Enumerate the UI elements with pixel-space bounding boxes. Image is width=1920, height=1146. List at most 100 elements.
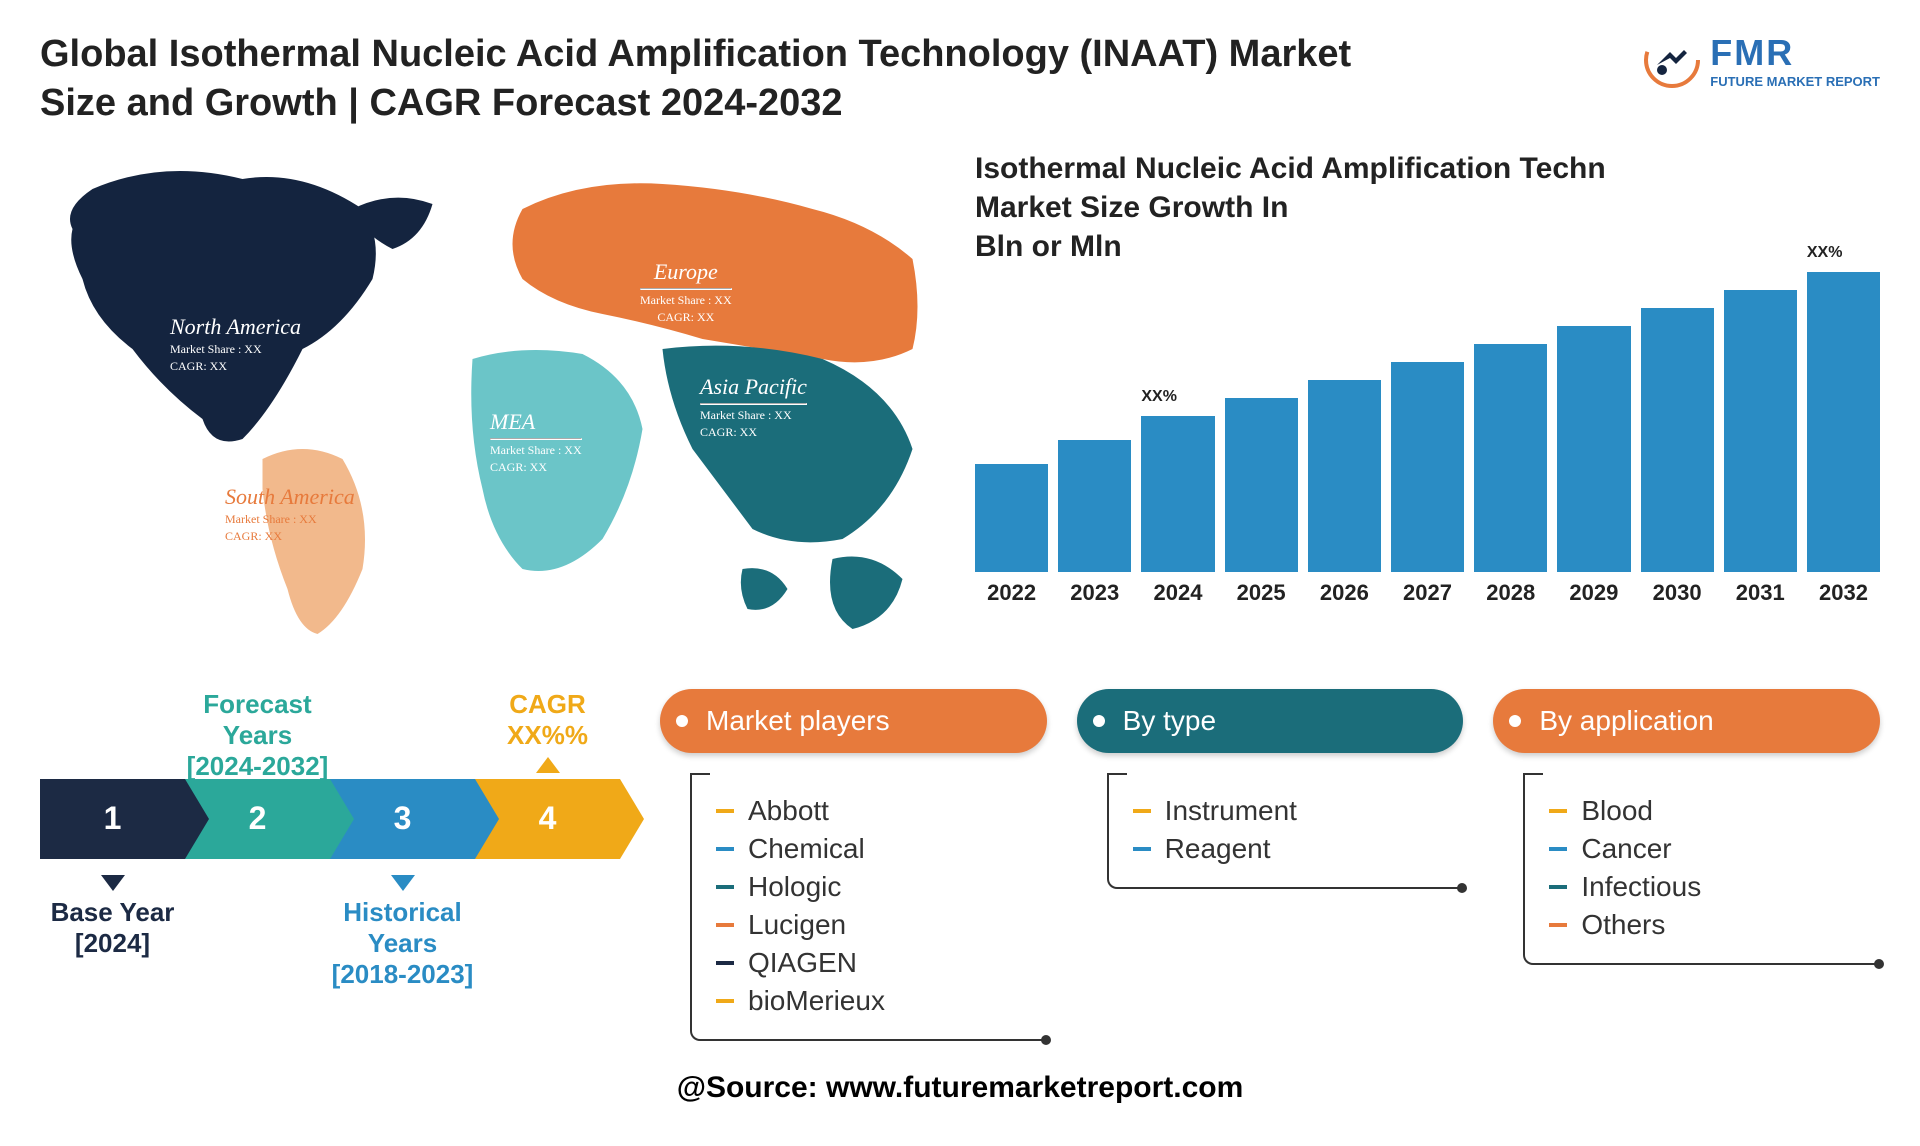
timeline-label-sub: XX%% xyxy=(475,720,620,751)
bar-rect xyxy=(1724,290,1797,572)
category-item-label: Blood xyxy=(1581,795,1653,827)
bar-year-label: 2030 xyxy=(1653,580,1702,606)
category-pill: By type xyxy=(1077,689,1464,753)
category-title: By type xyxy=(1123,705,1216,737)
bar-rect xyxy=(1474,344,1547,572)
timeline-label-title: Base Year xyxy=(40,897,185,928)
timeline-label-sub: [2024] xyxy=(40,928,185,959)
bullet-tick-icon xyxy=(1133,809,1151,813)
timeline-arrows: 1 2 3 4 xyxy=(40,779,620,859)
bar-2026: 2026 xyxy=(1308,380,1381,606)
bar-rect xyxy=(1058,440,1131,572)
category-column-1: By type Instrument Reagent xyxy=(1077,689,1464,1041)
chart-title: Isothermal Nucleic Acid Amplification Te… xyxy=(975,149,1880,266)
telescope-icon xyxy=(1642,30,1702,90)
pill-dot-icon xyxy=(676,715,688,727)
category-item-label: Cancer xyxy=(1581,833,1671,865)
bar-container: 2022 2023 XX% 2024 2025 2026 xyxy=(975,286,1880,606)
category-item: bioMerieux xyxy=(716,985,1047,1017)
page-title: Global Isothermal Nucleic Acid Amplifica… xyxy=(40,30,1351,129)
timeline-seg-number: 1 xyxy=(104,800,122,837)
logo-text-sub: FUTURE MARKET REPORT xyxy=(1710,74,1880,89)
bullet-tick-icon xyxy=(716,923,734,927)
bar-year-label: 2025 xyxy=(1237,580,1286,606)
bar-year-label: 2022 xyxy=(987,580,1036,606)
source-footer: @Source: www.futuremarketreport.com xyxy=(40,1071,1880,1105)
bar-2023: 2023 xyxy=(1058,440,1131,606)
category-item: Instrument xyxy=(1133,795,1464,827)
world-map: North America Market Share : XX CAGR: XX… xyxy=(40,149,945,649)
bar-rect xyxy=(1225,398,1298,572)
bar-2025: 2025 xyxy=(1225,398,1298,606)
label-mea: MEA Market Share : XX CAGR: XX xyxy=(490,409,582,475)
title-line-2: Size and Growth | CAGR Forecast 2024-203… xyxy=(40,82,843,124)
bar-rect xyxy=(1308,380,1381,572)
bullet-tick-icon xyxy=(1133,847,1151,851)
category-item: Chemical xyxy=(716,833,1047,865)
timeline-label-sub: [2024-2032] xyxy=(185,751,330,782)
category-item-label: Instrument xyxy=(1165,795,1297,827)
bar-value-label: XX% xyxy=(1141,388,1177,406)
bar-2024: XX% 2024 xyxy=(1141,416,1214,606)
pointer-down-icon xyxy=(101,875,125,891)
category-item-label: Hologic xyxy=(748,871,841,903)
timeline-seg-number: 3 xyxy=(394,800,412,837)
bar-2028: 2028 xyxy=(1474,344,1547,606)
category-item: Cancer xyxy=(1549,833,1880,865)
category-pill: By application xyxy=(1493,689,1880,753)
category-bracket: Blood Cancer Infectious Others xyxy=(1523,773,1880,965)
category-item: Abbott xyxy=(716,795,1047,827)
bar-rect xyxy=(1391,362,1464,572)
bar-year-label: 2024 xyxy=(1153,580,1202,606)
bar-year-label: 2023 xyxy=(1070,580,1119,606)
category-item-label: Lucigen xyxy=(748,909,846,941)
bar-rect xyxy=(1641,308,1714,572)
timeline: Forecast Years [2024-2032] CAGR XX%% 1 2… xyxy=(40,689,620,995)
bar-value-label: XX% xyxy=(1807,244,1843,262)
bullet-tick-icon xyxy=(1549,885,1567,889)
pointer-up-icon xyxy=(536,757,560,773)
pill-dot-icon xyxy=(1093,715,1105,727)
timeline-seg-1: 1 xyxy=(40,779,185,859)
timeline-label-title: CAGR xyxy=(475,689,620,720)
bar-rect xyxy=(1557,326,1630,572)
bullet-tick-icon xyxy=(716,961,734,965)
category-item-label: QIAGEN xyxy=(748,947,857,979)
category-title: Market players xyxy=(706,705,890,737)
bar-2029: 2029 xyxy=(1557,326,1630,606)
bar-2031: 2031 xyxy=(1724,290,1797,606)
bar-year-label: 2032 xyxy=(1819,580,1868,606)
bar-rect: XX% xyxy=(1807,272,1880,572)
label-europe: Europe Market Share : XX CAGR: XX xyxy=(640,259,732,325)
category-item: Lucigen xyxy=(716,909,1047,941)
category-title: By application xyxy=(1539,705,1713,737)
category-item: Reagent xyxy=(1133,833,1464,865)
growth-bar-chart: Isothermal Nucleic Acid Amplification Te… xyxy=(975,149,1880,649)
label-asia-pacific: Asia Pacific Market Share : XX CAGR: XX xyxy=(700,374,807,440)
bullet-tick-icon xyxy=(716,847,734,851)
bar-2027: 2027 xyxy=(1391,362,1464,606)
timeline-label-title: Historical Years xyxy=(330,897,475,959)
bar-year-label: 2031 xyxy=(1736,580,1785,606)
category-item: Others xyxy=(1549,909,1880,941)
header: Global Isothermal Nucleic Acid Amplifica… xyxy=(40,30,1880,129)
bar-year-label: 2026 xyxy=(1320,580,1369,606)
timeline-seg-number: 4 xyxy=(539,800,557,837)
bar-rect: XX% xyxy=(1141,416,1214,572)
timeline-label-sub: [2018-2023] xyxy=(330,959,475,990)
brand-logo: FMR FUTURE MARKET REPORT xyxy=(1642,30,1880,90)
bar-year-label: 2029 xyxy=(1569,580,1618,606)
category-pill: Market players xyxy=(660,689,1047,753)
category-item-label: Abbott xyxy=(748,795,829,827)
category-bracket: Abbott Chemical Hologic Lucigen QIAGEN b… xyxy=(690,773,1047,1041)
bullet-tick-icon xyxy=(1549,923,1567,927)
category-item: Infectious xyxy=(1549,871,1880,903)
pill-dot-icon xyxy=(1509,715,1521,727)
category-item: Hologic xyxy=(716,871,1047,903)
timeline-label-3: CAGR XX%% xyxy=(475,689,620,773)
bullet-tick-icon xyxy=(716,885,734,889)
bullet-tick-icon xyxy=(1549,847,1567,851)
bar-2022: 2022 xyxy=(975,464,1048,606)
categories: Market players Abbott Chemical Hologic L… xyxy=(660,689,1880,1041)
bar-2032: XX% 2032 xyxy=(1807,272,1880,606)
